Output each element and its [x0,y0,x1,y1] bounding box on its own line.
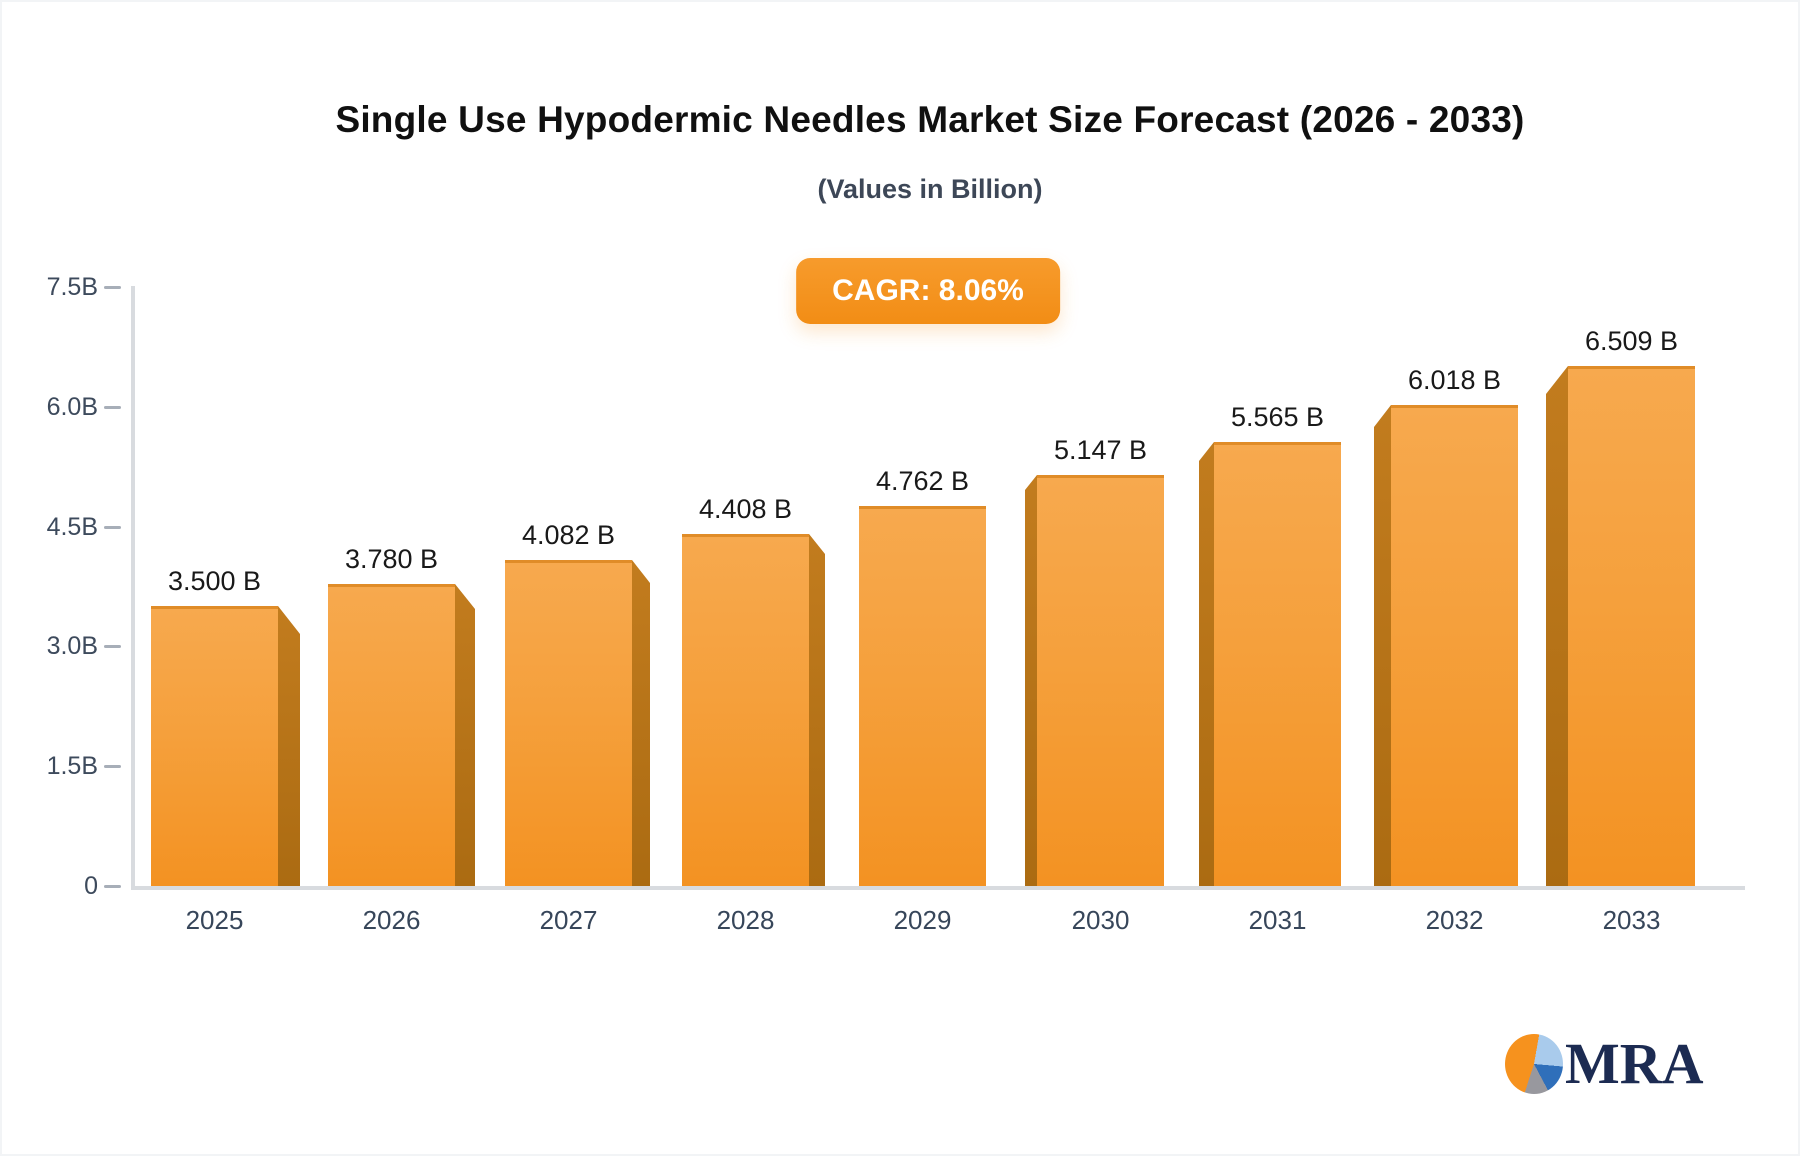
bar-side-2025 [278,606,300,886]
y-tick-label: 4.5B [46,512,98,541]
y-tick-mark [104,525,121,529]
bar-side-2030 [1025,475,1037,886]
bar-2027 [505,560,632,886]
y-axis-line [131,286,135,890]
cagr-badge: CAGR: 8.06% [796,258,1060,324]
x-axis-label-2027: 2027 [539,905,598,935]
y-tick-mark [104,765,121,769]
bar-side-2027 [632,560,650,886]
y-tick-mark [104,405,121,409]
chart-subtitle: (Values in Billion) [817,174,1043,204]
bar-side-2026 [455,584,475,886]
y-tick-mark [104,885,121,888]
y-tick-mark [104,645,121,649]
bar-2028 [682,534,809,886]
x-axis-label-2032: 2032 [1425,905,1484,935]
brand-logo: MRA [1505,1034,1704,1094]
bar-value-label: 4.082 B [521,520,616,550]
y-tick-label: 7.5B [46,273,98,301]
bar-value-label: 6.018 B [1407,365,1502,395]
bar-2026 [328,584,455,886]
bar-value-label: 5.147 B [1053,435,1148,465]
bar-2029 [859,506,986,886]
bar-2031 [1214,442,1341,886]
pie-chart-icon [1505,1034,1563,1094]
brand-logo-text: MRA [1565,1031,1704,1096]
bar-value-label: 3.500 B [167,566,262,596]
x-axis-label-2028: 2028 [716,905,775,935]
bar-side-2028 [809,534,825,886]
bar-side-2033 [1546,366,1568,886]
x-axis-label-2029: 2029 [893,905,952,935]
chart-title: Single Use Hypodermic Needles Market Siz… [335,99,1525,140]
x-axis-label-2030: 2030 [1071,905,1130,935]
y-tick-label: 6.0B [46,392,98,421]
y-tick-label: 1.5B [46,752,98,781]
bar-value-label: 4.762 B [875,466,970,496]
bar-value-label: 6.509 B [1584,326,1679,356]
bar-2033 [1568,366,1695,886]
y-tick-label: 3.0B [46,632,98,661]
bar-side-2031 [1199,442,1214,886]
bar-2025 [151,606,278,886]
x-axis-label-2026: 2026 [362,905,421,935]
bar-value-label: 4.408 B [698,494,793,524]
bar-value-label: 5.565 B [1230,402,1325,432]
x-baseline [131,886,1745,890]
x-axis-label-2031: 2031 [1248,905,1307,935]
bar-value-label: 3.780 B [344,544,439,574]
bar-side-2032 [1374,405,1391,886]
y-tick-label: 0 [84,872,98,900]
bar-2032 [1391,405,1518,886]
bar-2030 [1037,475,1164,886]
x-axis-label-2025: 2025 [185,905,244,935]
y-tick-mark [104,286,121,289]
x-axis-label-2033: 2033 [1602,905,1661,935]
